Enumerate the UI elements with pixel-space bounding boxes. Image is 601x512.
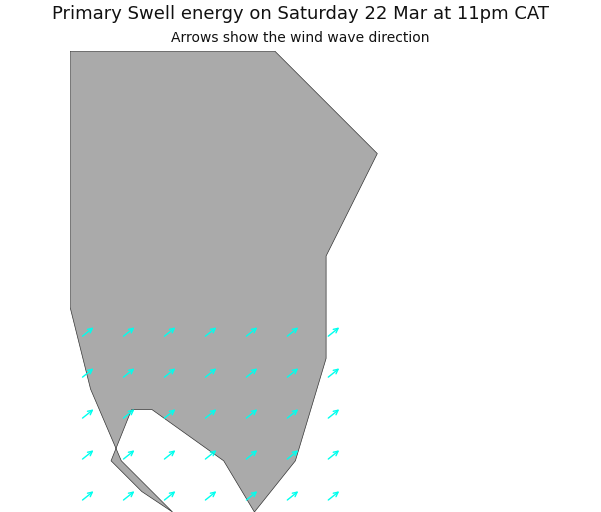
Text: Primary Swell energy on Saturday 22 Mar at 11pm CAT: Primary Swell energy on Saturday 22 Mar … bbox=[52, 5, 549, 24]
Text: Arrows show the wind wave direction: Arrows show the wind wave direction bbox=[171, 31, 430, 46]
Polygon shape bbox=[70, 51, 377, 512]
